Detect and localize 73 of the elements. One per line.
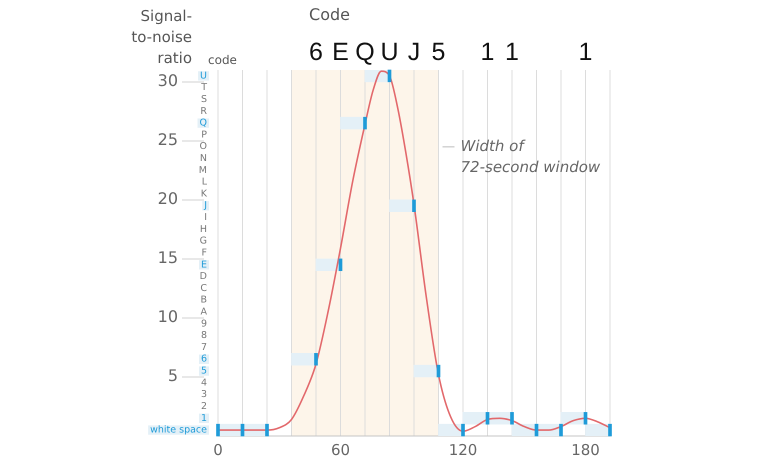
- y2-tick-label: 8: [200, 330, 207, 342]
- y2-tick-label: B: [200, 294, 207, 306]
- y2-tick-label: white space: [150, 424, 208, 436]
- text: 5: [432, 38, 446, 66]
- y2-tick-label: P: [201, 129, 208, 140]
- band-label: Width of 72-second window: [460, 136, 601, 176]
- text: 6: [309, 38, 323, 66]
- y2-tick-label: H: [200, 224, 207, 235]
- bar: [314, 353, 318, 366]
- y-tick-label: 30: [158, 70, 178, 90]
- y2-tick-label: R: [200, 106, 208, 117]
- y-tick-label: 5: [168, 366, 178, 386]
- y2-tick-label: 9: [200, 318, 207, 330]
- y2-tick-label: 2: [200, 400, 207, 412]
- y2-tick-label: S: [200, 94, 207, 105]
- y2-tick-label: U: [200, 70, 208, 82]
- bar: [414, 364, 439, 378]
- bar: [584, 412, 588, 425]
- text: 1: [578, 38, 592, 66]
- bar: [461, 424, 465, 436]
- y2-tick-label: I: [204, 212, 207, 224]
- y2-tick-label: F: [202, 247, 207, 258]
- text: J: [408, 38, 420, 66]
- y2-tick-label: 6: [200, 354, 207, 365]
- x-tick-label: 120: [448, 440, 478, 459]
- bar: [363, 116, 367, 130]
- y-tick-label: 15: [158, 248, 178, 268]
- x-tick-label: 180: [571, 440, 600, 459]
- bar: [240, 424, 244, 436]
- bar: [486, 412, 490, 425]
- bar: [559, 424, 563, 436]
- y-tick-label: 10: [158, 307, 178, 326]
- bar: [412, 200, 416, 212]
- x-tick-label: 60: [330, 440, 350, 459]
- y2-tick-label: T: [200, 82, 208, 94]
- text: Code: [309, 5, 350, 24]
- text: U: [380, 38, 399, 66]
- y2-tick-label: G: [200, 236, 207, 247]
- y2-tick-label: 5: [200, 366, 207, 377]
- line-series: [218, 70, 610, 432]
- bar: [338, 258, 342, 272]
- y2-tick-label: O: [200, 141, 207, 152]
- bar: [265, 424, 269, 436]
- y2-tick-label: E: [200, 259, 207, 270]
- y-axis-title: Signal-to-noise ratio: [131, 7, 192, 67]
- x-tick-label: 0: [213, 440, 223, 459]
- bar: [534, 424, 538, 436]
- y2-axis-title: code: [208, 53, 237, 67]
- y2-tick-label: D: [200, 271, 207, 282]
- y2-tick-label: C: [200, 282, 208, 294]
- y2-tick-label: 7: [200, 342, 207, 353]
- y2-tick-label: 1: [200, 412, 207, 424]
- y2-tick-label: A: [200, 306, 208, 318]
- y2-tick-label: L: [202, 176, 208, 188]
- y-tick-label: 20: [158, 189, 178, 208]
- bar: [389, 200, 414, 212]
- y2-tick-label: K: [200, 188, 208, 200]
- y2-tick-label: N: [200, 153, 207, 164]
- text: Q: [355, 38, 375, 66]
- bar: [216, 424, 220, 436]
- y2-tick-label: 3: [200, 389, 207, 400]
- text: 1: [505, 38, 519, 66]
- bar: [436, 364, 440, 378]
- y2-tick-label: 4: [200, 377, 207, 388]
- y2-tick-label: J: [203, 200, 207, 212]
- text: E: [332, 38, 349, 66]
- bar: [388, 70, 392, 82]
- y2-tick-label: Q: [200, 118, 207, 129]
- bar: [608, 424, 612, 436]
- text: 1: [480, 38, 494, 66]
- bar: [510, 412, 514, 425]
- y-tick-label: 25: [158, 130, 178, 149]
- y2-tick-label: M: [198, 164, 207, 176]
